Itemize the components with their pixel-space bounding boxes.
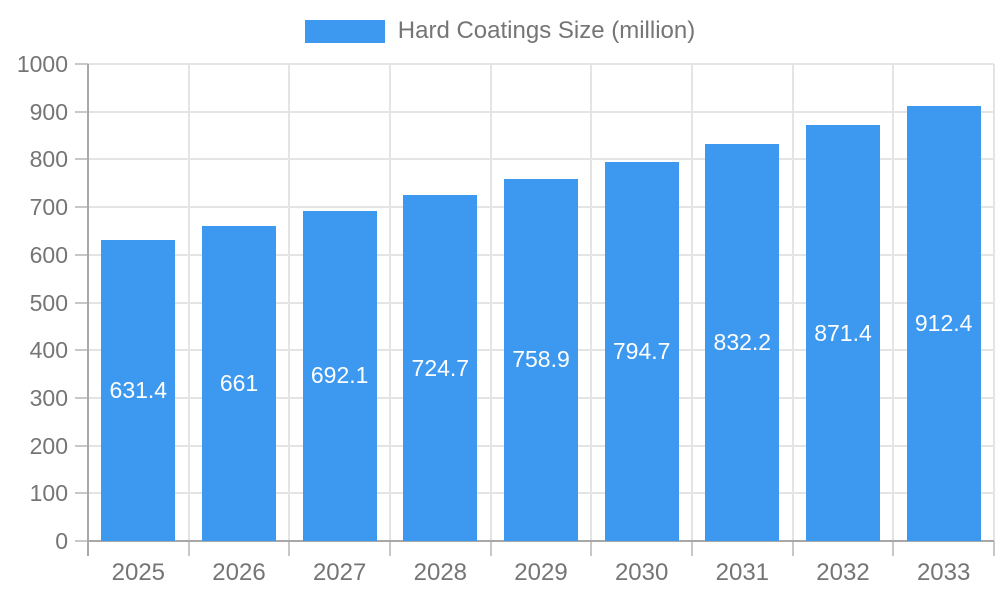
x-tick-label: 2030 xyxy=(614,559,669,586)
x-tick-label: 2033 xyxy=(916,559,971,586)
bar[interactable]: 912.4 xyxy=(906,105,981,541)
v-gridline xyxy=(993,64,995,541)
bar[interactable]: 631.4 xyxy=(101,239,176,541)
y-axis-tick xyxy=(75,301,88,304)
bar[interactable]: 724.7 xyxy=(403,195,478,541)
x-tick-label: 2028 xyxy=(413,559,468,586)
bar-value-label: 758.9 xyxy=(512,346,570,373)
legend-label: Hard Coatings Size (million) xyxy=(397,17,696,44)
legend-swatch xyxy=(304,19,385,43)
x-tick-label: 2026 xyxy=(212,559,266,586)
y-axis-tick xyxy=(75,396,88,399)
y-axis-tick xyxy=(75,492,88,495)
y-axis-tick xyxy=(75,158,88,161)
bar-value-label: 692.1 xyxy=(310,362,369,389)
y-tick-label: 600 xyxy=(29,241,68,268)
bar-value-label: 631.4 xyxy=(109,376,168,403)
y-tick-label: 300 xyxy=(29,384,68,411)
x-axis-line xyxy=(88,540,994,542)
bar[interactable]: 832.2 xyxy=(705,144,780,541)
y-axis-line xyxy=(87,64,89,542)
h-gridline xyxy=(88,110,994,113)
x-tick-label: 2025 xyxy=(111,559,166,586)
x-axis-tick xyxy=(489,541,492,556)
x-axis-tick xyxy=(87,541,89,556)
v-gridline xyxy=(489,64,492,541)
y-tick-label: 1000 xyxy=(16,51,68,77)
bar-value-label: 794.7 xyxy=(612,337,671,364)
x-axis-tick xyxy=(187,541,190,556)
v-gridline xyxy=(187,64,190,541)
y-axis-tick xyxy=(75,110,88,113)
bar-value-label: 724.7 xyxy=(411,354,470,381)
y-axis-tick xyxy=(75,63,88,65)
y-tick-label: 700 xyxy=(29,194,68,221)
x-tick-label: 2027 xyxy=(312,559,367,586)
x-axis-tick xyxy=(288,541,291,556)
bar[interactable]: 661 xyxy=(202,225,276,541)
x-axis-tick xyxy=(791,541,794,556)
h-gridline xyxy=(88,63,994,65)
v-gridline xyxy=(892,64,895,541)
v-gridline xyxy=(590,64,593,541)
y-tick-label: 0 xyxy=(55,528,68,554)
v-gridline xyxy=(389,64,391,541)
y-axis-tick xyxy=(75,444,88,447)
y-axis-tick xyxy=(75,349,88,352)
x-tick-label: 2029 xyxy=(514,559,568,586)
bar[interactable]: 692.1 xyxy=(302,210,377,541)
v-gridline xyxy=(791,64,794,541)
y-tick-label: 100 xyxy=(29,480,68,507)
bar-value-label: 912.4 xyxy=(914,309,973,336)
y-tick-label: 900 xyxy=(29,98,68,125)
bar-value-label: 871.4 xyxy=(814,319,872,346)
y-axis-tick xyxy=(75,540,88,542)
x-tick-label: 2032 xyxy=(816,559,870,586)
y-tick-label: 500 xyxy=(29,289,68,316)
y-axis-tick xyxy=(75,206,88,209)
x-axis-tick xyxy=(590,541,593,556)
y-tick-label: 400 xyxy=(29,337,68,364)
y-axis-tick xyxy=(75,253,88,256)
y-tick-label: 200 xyxy=(29,432,68,459)
bar[interactable]: 871.4 xyxy=(806,125,880,541)
bar[interactable]: 794.7 xyxy=(604,161,679,541)
legend[interactable]: Hard Coatings Size (million) xyxy=(0,17,1000,45)
bar-value-label: 661 xyxy=(219,369,259,396)
y-tick-label: 800 xyxy=(29,146,68,173)
v-gridline xyxy=(288,64,291,541)
x-axis-tick xyxy=(691,541,693,556)
h-gridline xyxy=(88,158,994,161)
x-tick-label: 2031 xyxy=(715,559,770,586)
bar[interactable]: 758.9 xyxy=(504,179,578,541)
x-axis-tick xyxy=(892,541,895,556)
x-axis-tick xyxy=(389,541,391,556)
v-gridline xyxy=(691,64,693,541)
x-axis-tick xyxy=(993,541,995,556)
bar-value-label: 832.2 xyxy=(713,329,772,355)
